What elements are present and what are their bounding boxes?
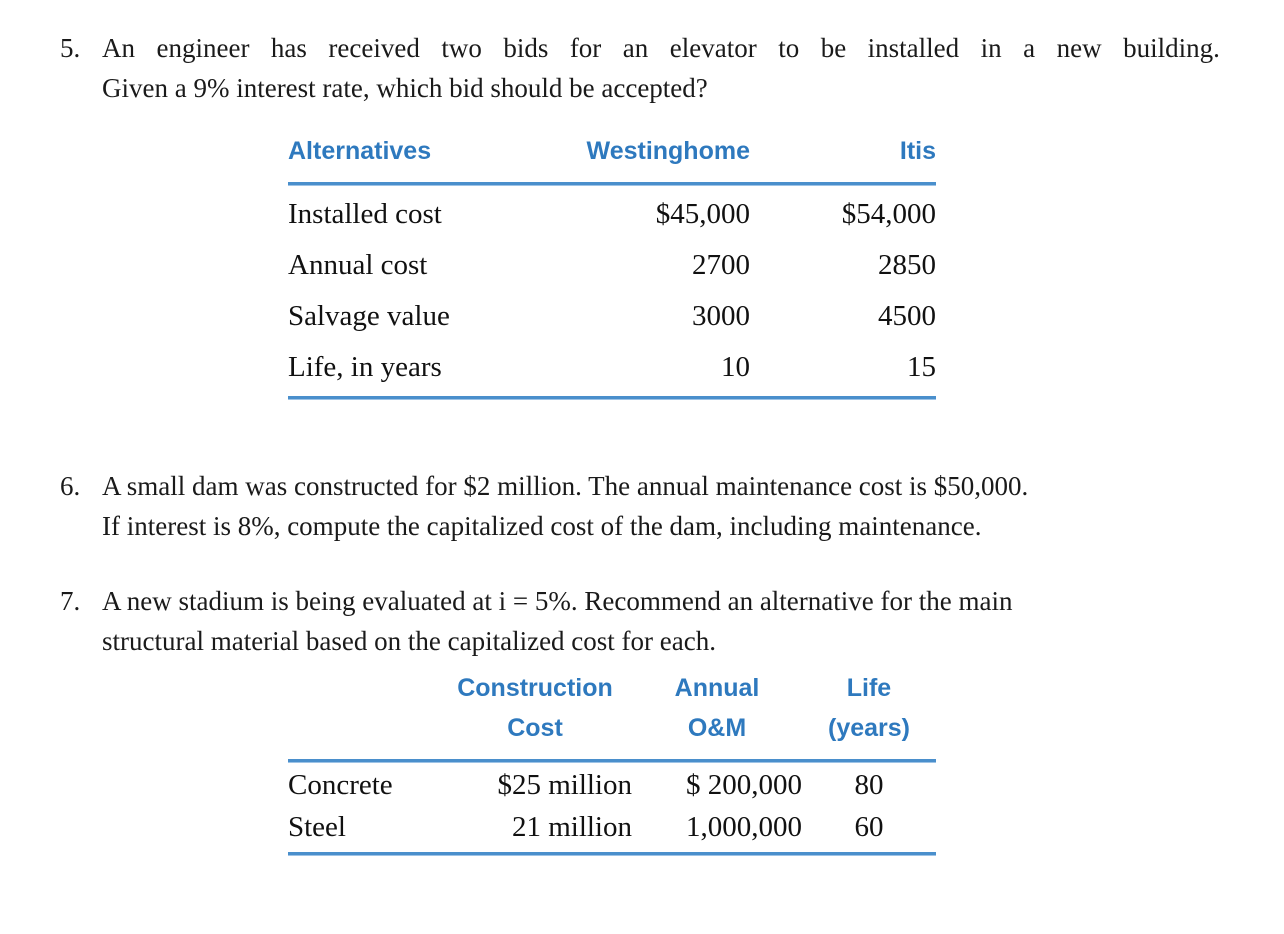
row-label-life-in-years: Life, in years bbox=[288, 351, 442, 383]
table-stadium-materials: Construction Cost Annual O&M Life (years… bbox=[288, 668, 936, 848]
word: building. bbox=[1123, 33, 1220, 63]
problem-6-line-1: A small dam was constructed for $2 milli… bbox=[102, 471, 1029, 501]
word: to bbox=[778, 33, 800, 63]
problem-5-line-2: Given a 9% interest rate, which bid shou… bbox=[102, 73, 708, 103]
problem-7: 7. A new stadium is being evaluated at i… bbox=[60, 581, 1220, 661]
word: in bbox=[980, 33, 1002, 63]
word: a bbox=[1023, 33, 1036, 63]
cell-installed-cost-itis: $54,000 bbox=[841, 198, 936, 230]
cell-steel-annual-om: 1,000,000 bbox=[686, 811, 802, 843]
word: elevator bbox=[669, 33, 757, 63]
word: An bbox=[102, 33, 135, 63]
cell-steel-construction-cost: 21 million bbox=[511, 811, 632, 843]
word: bids bbox=[503, 33, 549, 63]
table-stadium-bottom-rule bbox=[288, 852, 936, 855]
header-life-line1: Life bbox=[846, 674, 892, 702]
cell-life-in-years-itis: 15 bbox=[907, 351, 936, 383]
cell-salvage-value-westinghome: 3000 bbox=[692, 300, 750, 332]
cell-annual-cost-itis: 2850 bbox=[878, 249, 936, 281]
cell-concrete-annual-om: $ 200,000 bbox=[686, 769, 802, 801]
table-row: Steel 21 million 1,000,000 60 bbox=[288, 806, 936, 848]
header-construction-line2: Cost bbox=[507, 714, 563, 742]
table-row: Salvage value 3000 4500 bbox=[288, 291, 936, 342]
problem-6: 6. A small dam was constructed for $2 mi… bbox=[60, 466, 1220, 546]
problem-5-text: An engineer has received two bids for an… bbox=[102, 28, 1220, 108]
word: has bbox=[270, 33, 307, 63]
table-stadium-top-rule bbox=[288, 759, 936, 762]
cell-concrete-construction-cost: $25 million bbox=[497, 769, 632, 801]
table-row: Life, in years 10 15 bbox=[288, 342, 936, 393]
table-header-row: Construction Cost Annual O&M Life (years… bbox=[288, 668, 936, 750]
problem-6-text: A small dam was constructed for $2 milli… bbox=[102, 466, 1220, 546]
row-label-annual-cost: Annual cost bbox=[288, 249, 428, 281]
table-row: Annual cost 2700 2850 bbox=[288, 240, 936, 291]
cell-concrete-life: 80 bbox=[854, 769, 884, 801]
header-construction-cost: Construction Cost bbox=[438, 668, 632, 750]
word: be bbox=[820, 33, 847, 63]
cell-salvage-value-itis: 4500 bbox=[878, 300, 936, 332]
cell-steel-life: 60 bbox=[854, 811, 884, 843]
table-header-row: Alternatives Westinghome Itis bbox=[288, 131, 936, 173]
row-label-steel: Steel bbox=[288, 811, 346, 843]
cell-annual-cost-westinghome: 2700 bbox=[692, 249, 750, 281]
word: new bbox=[1056, 33, 1102, 63]
word: an bbox=[622, 33, 649, 63]
header-westinghome: Westinghome bbox=[586, 137, 750, 165]
header-life-line2: (years) bbox=[828, 714, 910, 742]
problem-7-text: A new stadium is being evaluated at i = … bbox=[102, 581, 1220, 661]
header-alternatives: Alternatives bbox=[288, 137, 432, 165]
table-elevator-top-rule bbox=[288, 182, 936, 185]
header-annual-om: Annual O&M bbox=[632, 668, 802, 750]
row-label-salvage-value: Salvage value bbox=[288, 300, 450, 332]
problem-6-line-2: If interest is 8%, compute the capitaliz… bbox=[102, 511, 982, 541]
table-elevator-bottom-rule bbox=[288, 396, 936, 399]
word: received bbox=[328, 33, 420, 63]
problem-6-number: 6. bbox=[60, 471, 81, 501]
word: engineer bbox=[156, 33, 250, 63]
cell-installed-cost-westinghome: $45,000 bbox=[655, 198, 750, 230]
header-life-years: Life (years) bbox=[802, 668, 936, 750]
problem-5-number: 5. bbox=[60, 33, 81, 63]
table-row: Installed cost $45,000 $54,000 bbox=[288, 189, 936, 240]
problem-7-number: 7. bbox=[60, 586, 81, 616]
header-annual-line1: Annual bbox=[674, 674, 760, 702]
header-rule-spacer bbox=[288, 173, 936, 189]
problem-7-line-1: A new stadium is being evaluated at i = … bbox=[102, 586, 1013, 616]
header-itis: Itis bbox=[899, 137, 936, 165]
table-elevator-bids: Alternatives Westinghome Itis Installed … bbox=[288, 131, 936, 393]
header-material bbox=[288, 668, 438, 750]
word: for bbox=[569, 33, 602, 63]
problem-7-line-2: structural material based on the capital… bbox=[102, 626, 716, 656]
row-label-concrete: Concrete bbox=[288, 769, 393, 801]
header-annual-line2: O&M bbox=[687, 714, 747, 742]
problem-5: 5. An engineer has received two bids for… bbox=[60, 28, 1220, 108]
row-label-installed-cost: Installed cost bbox=[288, 198, 442, 230]
header-construction-line1: Construction bbox=[457, 674, 613, 702]
cell-life-in-years-westinghome: 10 bbox=[721, 351, 750, 383]
word: installed bbox=[867, 33, 960, 63]
problem-5-line-1: An engineer has received two bids for an… bbox=[102, 28, 1220, 68]
word: two bbox=[441, 33, 482, 63]
table-row: Concrete $25 million $ 200,000 80 bbox=[288, 764, 936, 806]
